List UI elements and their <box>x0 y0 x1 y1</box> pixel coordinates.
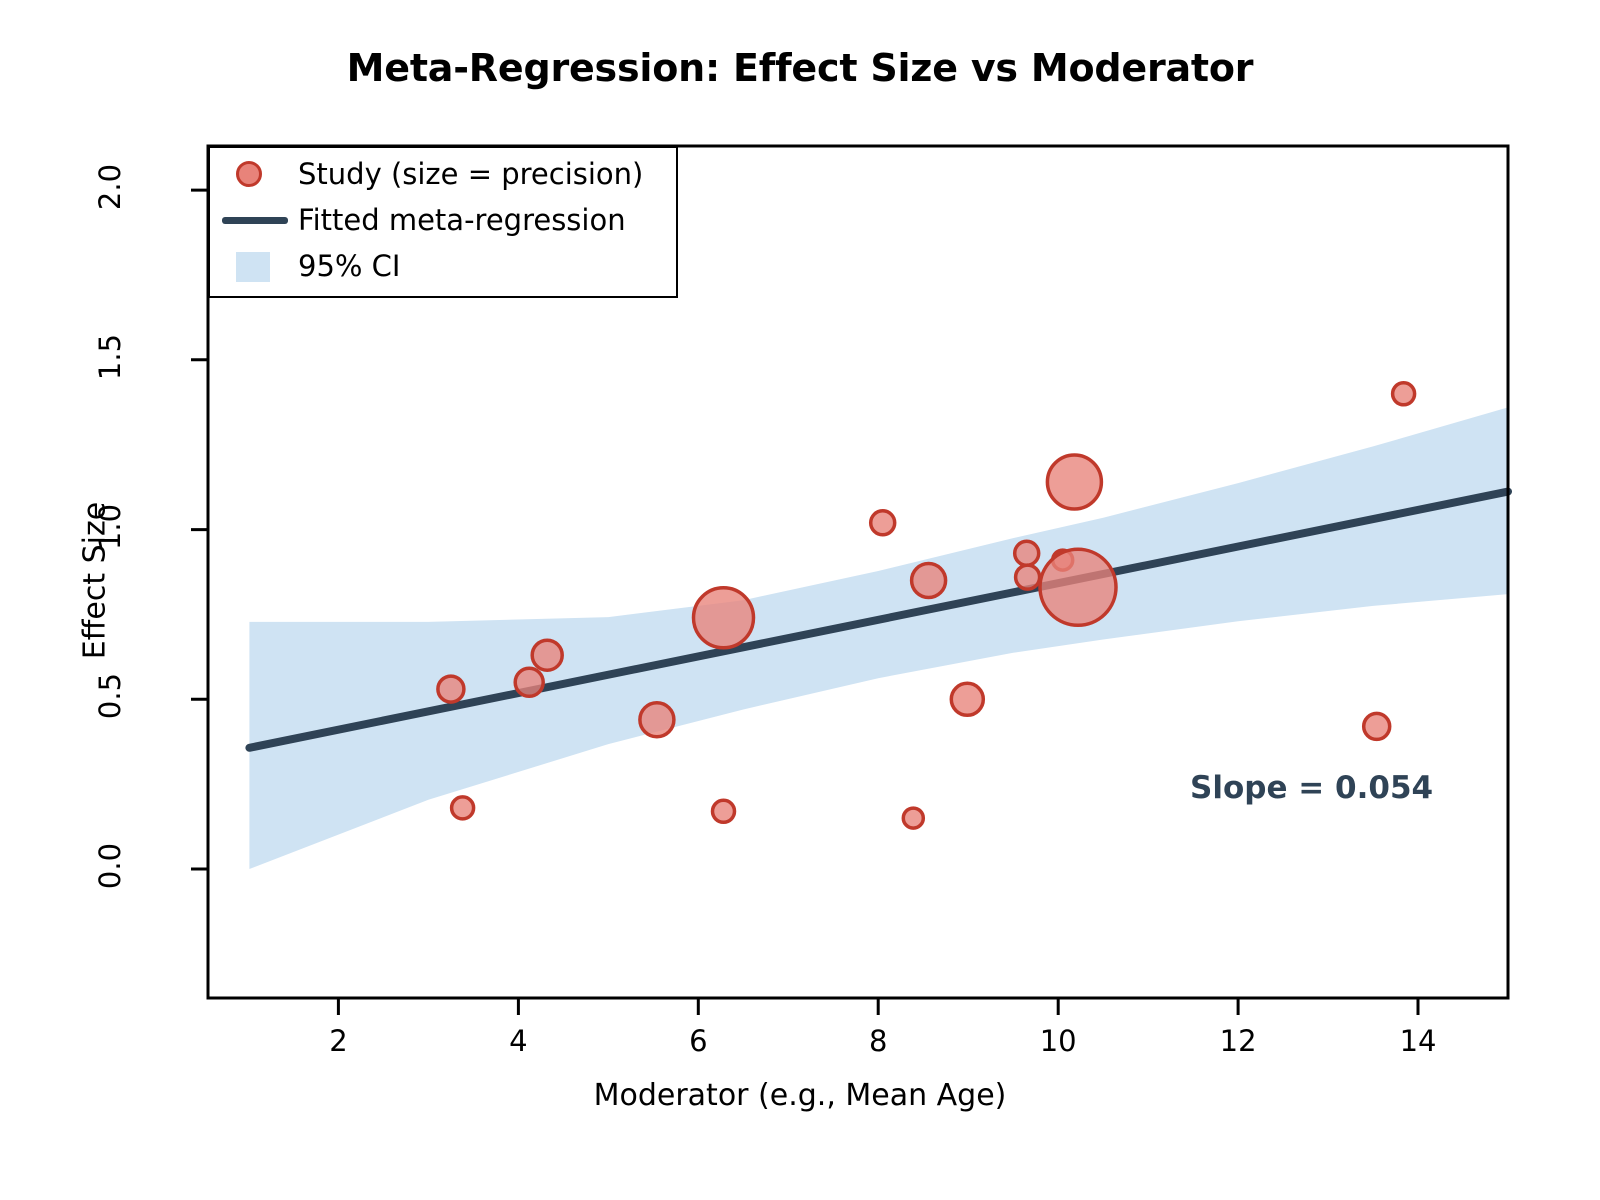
legend-item-ci: 95% CI <box>210 244 676 288</box>
study-point <box>901 806 926 830</box>
study-point <box>530 638 564 672</box>
x-tick-label: 8 <box>869 1024 888 1058</box>
axis-ticks <box>191 188 1420 1015</box>
study-point <box>1361 711 1392 742</box>
study-point <box>1038 547 1118 628</box>
study-point <box>638 700 676 739</box>
y-tick-label: 2.0 <box>93 164 127 211</box>
x-tick-label: 4 <box>509 1024 528 1058</box>
study-point <box>513 666 545 699</box>
study-point <box>691 586 756 650</box>
line-marker-icon <box>210 198 298 242</box>
study-point <box>710 798 737 825</box>
y-tick-label: 1.0 <box>93 503 127 550</box>
study-point <box>949 681 986 718</box>
study-point <box>449 795 476 821</box>
study-points <box>436 381 1417 830</box>
legend-item-study: Study (size = precision) <box>210 152 676 196</box>
study-point <box>436 674 466 704</box>
study-point <box>1390 381 1417 407</box>
study-point <box>1045 453 1104 511</box>
slope-annotation: Slope = 0.054 <box>1190 770 1434 806</box>
legend-label-study: Study (size = precision) <box>298 157 644 191</box>
legend-label-fitted-line: Fitted meta-regression <box>298 203 626 237</box>
x-axis-label: Moderator (e.g., Mean Age) <box>593 1078 1007 1113</box>
x-tick-label: 10 <box>1039 1024 1077 1058</box>
study-point <box>1013 563 1042 591</box>
study-point <box>868 509 897 537</box>
y-tick-label: 0.5 <box>93 673 127 720</box>
x-tick-label: 2 <box>329 1024 348 1058</box>
x-tick-label: 14 <box>1399 1024 1437 1058</box>
x-tick-label: 6 <box>689 1024 708 1058</box>
band-patch-icon <box>210 244 298 288</box>
y-tick-label: 0.0 <box>93 842 127 890</box>
study-marker-icon <box>210 152 298 196</box>
y-tick-label: 1.5 <box>93 333 127 380</box>
legend: Study (size = precision) Fitted meta-reg… <box>208 146 678 298</box>
plot-axes <box>206 144 1510 1000</box>
legend-item-fitted-line: Fitted meta-regression <box>210 198 676 242</box>
chart-title: Meta-Regression: Effect Size vs Moderato… <box>346 46 1254 90</box>
fitted-regression-line <box>245 487 1512 752</box>
x-tick-label: 12 <box>1219 1024 1257 1058</box>
ci-band <box>249 407 1508 869</box>
study-point <box>1012 539 1041 568</box>
legend-label-ci: 95% CI <box>298 249 401 283</box>
study-point <box>909 561 948 600</box>
